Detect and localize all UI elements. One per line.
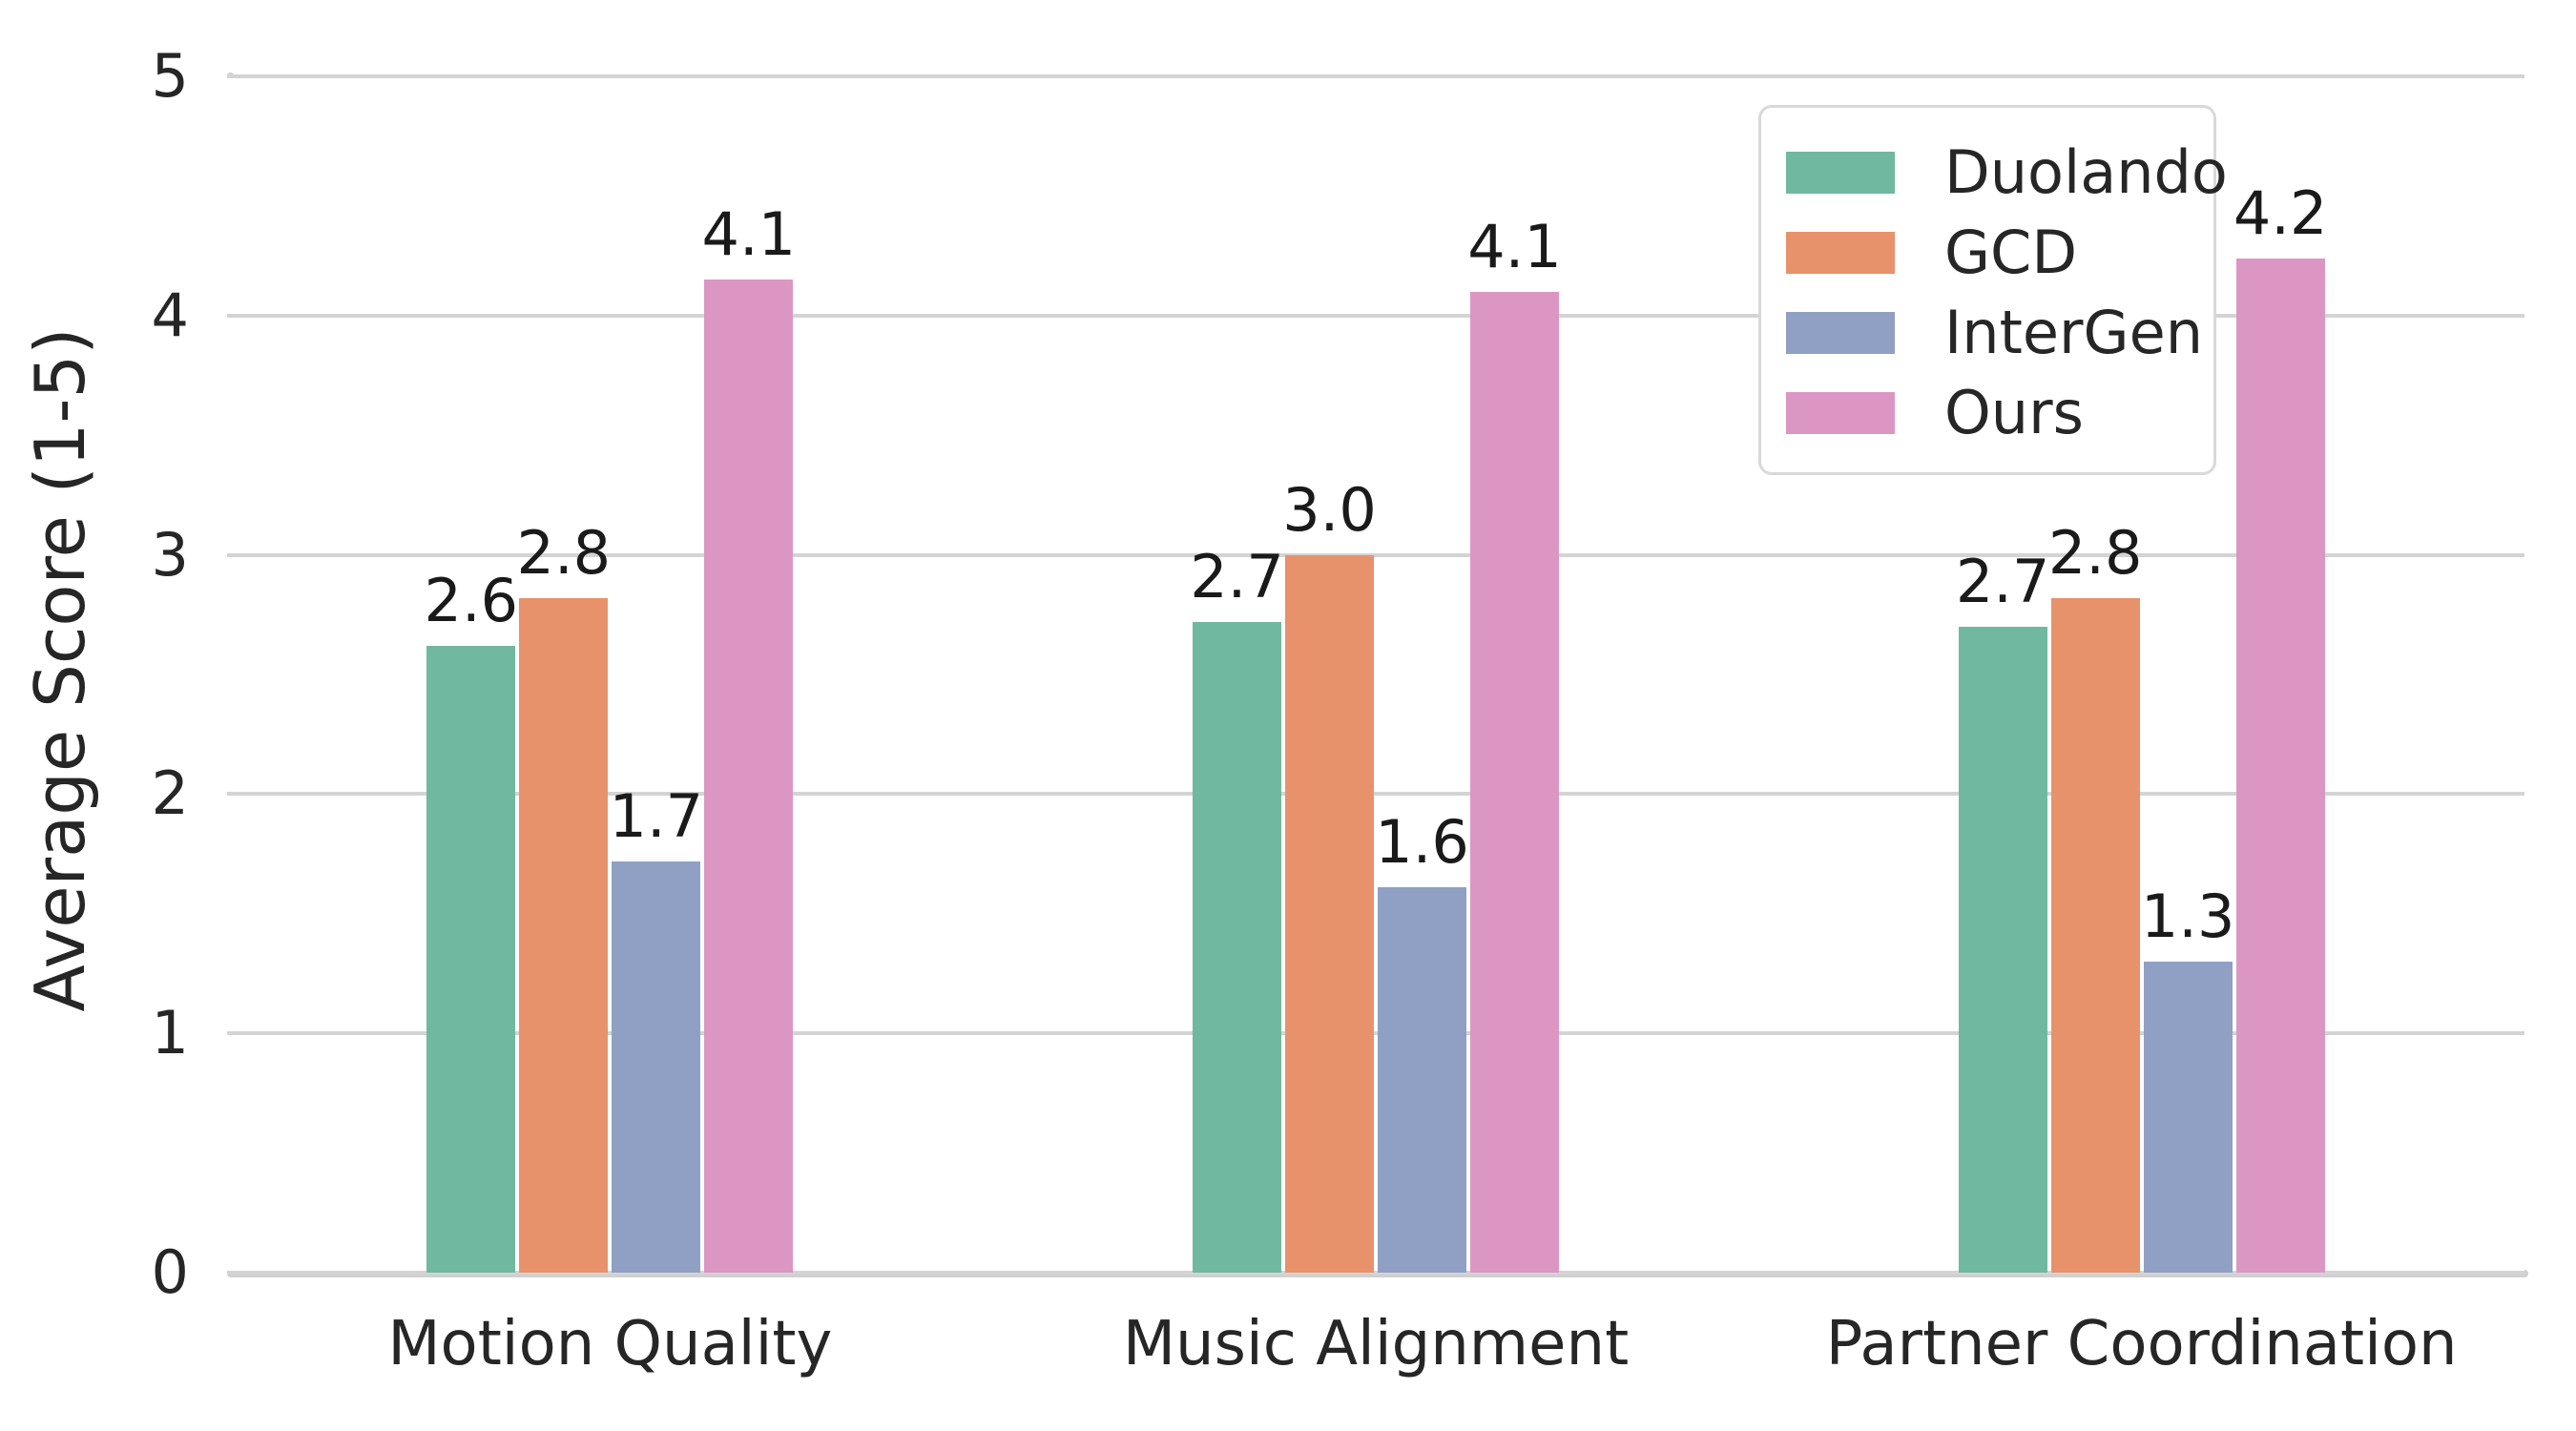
gridline-y-2 xyxy=(227,792,2524,797)
y-tick-0: 0 xyxy=(151,1237,189,1307)
bar-value-label-ours-1: 4.1 xyxy=(1467,211,1562,281)
legend-item-ours[interactable]: Ours xyxy=(1786,373,2189,453)
legend-label-intergen: InterGen xyxy=(1944,298,2204,367)
y-tick-5: 5 xyxy=(151,41,189,111)
bar-value-label-gcd-2: 2.8 xyxy=(2047,517,2143,588)
bar-intergen-0 xyxy=(612,861,701,1273)
bar-gcd-2 xyxy=(2050,597,2140,1273)
y-tick-3: 3 xyxy=(151,519,189,590)
legend-item-duolando[interactable]: Duolando xyxy=(1786,133,2228,213)
bar-duolando-1 xyxy=(1193,621,1281,1273)
legend-swatch-intergen xyxy=(1786,312,1895,354)
legend-label-ours: Ours xyxy=(1944,378,2084,447)
legend-item-intergen[interactable]: InterGen xyxy=(1786,293,2203,373)
bar-value-label-gcd-1: 3.0 xyxy=(1282,474,1377,545)
bar-ours-1 xyxy=(1470,291,1559,1273)
gridline-y-5 xyxy=(227,74,2524,78)
legend-label-duolando: Duolando xyxy=(1944,137,2228,207)
bar-value-label-intergen-2: 1.3 xyxy=(2140,881,2235,951)
legend-swatch-duolando xyxy=(1786,152,1895,194)
bar-intergen-1 xyxy=(1378,887,1466,1273)
y-axis-label: Average Score (1-5) xyxy=(20,327,100,1012)
y-tick-4: 4 xyxy=(151,280,189,350)
bar-intergen-2 xyxy=(2143,961,2233,1273)
y-tick-2: 2 xyxy=(151,758,189,829)
bar-value-label-intergen-0: 1.7 xyxy=(609,780,704,851)
bar-value-label-gcd-0: 2.8 xyxy=(516,517,612,588)
x-tick-music-alignment: Music Alignment xyxy=(1122,1309,1630,1379)
bar-ours-0 xyxy=(704,280,794,1273)
bar-duolando-0 xyxy=(426,645,516,1273)
gridline-y-4 xyxy=(227,313,2524,318)
bar-gcd-1 xyxy=(1285,554,1374,1273)
gridline-y-1 xyxy=(227,1031,2524,1036)
x-tick-partner-coordination: Partner Coordination xyxy=(1825,1309,2458,1379)
legend: Duolando GCD InterGen Ours xyxy=(1758,105,2228,475)
bar-value-label-duolando-1: 2.7 xyxy=(1190,541,1284,612)
bar-gcd-0 xyxy=(519,597,609,1273)
bar-value-label-intergen-1: 1.6 xyxy=(1375,807,1469,878)
bar-value-label-ours-2: 4.2 xyxy=(2233,177,2328,248)
bar-value-label-duolando-2: 2.7 xyxy=(1955,546,2050,616)
bar-value-label-ours-0: 4.1 xyxy=(701,199,797,270)
bar-value-label-duolando-0: 2.6 xyxy=(424,565,519,635)
y-tick-1: 1 xyxy=(151,998,189,1068)
legend-swatch-gcd xyxy=(1786,232,1895,274)
legend-item-gcd[interactable]: GCD xyxy=(1786,213,2189,293)
gridline-y-3 xyxy=(227,552,2524,557)
gridline-y-0 xyxy=(227,1271,2524,1275)
x-tick-motion-quality: Motion Quality xyxy=(387,1309,833,1379)
bar-ours-2 xyxy=(2235,258,2325,1273)
legend-swatch-ours xyxy=(1786,392,1895,434)
legend-label-gcd: GCD xyxy=(1944,218,2078,287)
plot-area: 2.6 2.8 1.7 4.1 2.7 3.0 1.6 4.1 2.7 2.8 1.3 4.2 xyxy=(227,74,2524,1275)
bar-duolando-2 xyxy=(1958,626,2047,1273)
